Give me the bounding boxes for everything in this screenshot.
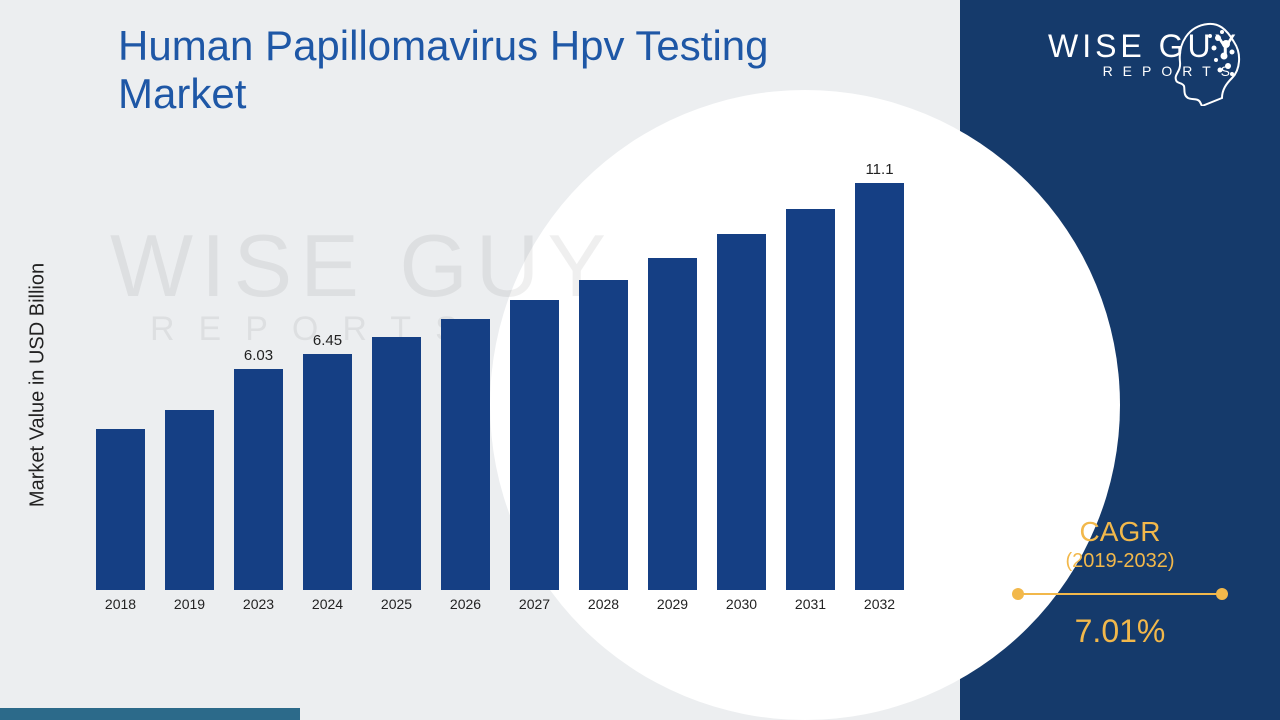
bar-2031: 2031 xyxy=(786,150,835,590)
x-tick-label: 2032 xyxy=(864,596,895,612)
bar xyxy=(165,410,214,590)
bar xyxy=(648,258,697,590)
x-tick-label: 2026 xyxy=(450,596,481,612)
bar-chart: Market Value in USD Billion 201820196.03… xyxy=(50,150,910,620)
cagr-block: CAGR (2019-2032) 7.01% xyxy=(1010,516,1230,650)
bar xyxy=(303,354,352,591)
x-tick-label: 2029 xyxy=(657,596,688,612)
bar xyxy=(717,234,766,590)
bar-2029: 2029 xyxy=(648,150,697,590)
bar xyxy=(441,319,490,590)
bar-2019: 2019 xyxy=(165,150,214,590)
bar xyxy=(510,300,559,590)
stage: WISE GUY REPORTS Human Papillomavirus Hp… xyxy=(0,0,1280,720)
bar xyxy=(855,183,904,590)
bar-2032: 11.12032 xyxy=(855,150,904,590)
y-axis-label: Market Value in USD Billion xyxy=(27,263,50,507)
cagr-rule xyxy=(1018,593,1222,595)
bar xyxy=(579,280,628,590)
brand-logo: WISE GUY REPORTS xyxy=(1048,28,1240,79)
x-tick-label: 2027 xyxy=(519,596,550,612)
bar-value-label: 11.1 xyxy=(865,161,893,179)
x-tick-label: 2031 xyxy=(795,596,826,612)
bar-2030: 2030 xyxy=(717,150,766,590)
x-tick-label: 2018 xyxy=(105,596,136,612)
cagr-period: (2019-2032) xyxy=(1010,550,1230,573)
cagr-value: 7.01% xyxy=(1010,613,1230,650)
x-tick-label: 2024 xyxy=(312,596,343,612)
x-tick-label: 2025 xyxy=(381,596,412,612)
bar-value-label: 6.45 xyxy=(313,332,342,350)
plot-area: 2018 2019 6.032023 6.452024 2025 2026 2027 2028… xyxy=(90,150,910,590)
chart-title: Human Papillomavirus Hpv Testing Market xyxy=(118,22,838,119)
x-tick-label: 2023 xyxy=(243,596,274,612)
bar-2027: 2027 xyxy=(510,150,559,590)
bar-2024: 6.452024 xyxy=(303,150,352,590)
bar xyxy=(234,369,283,590)
bar-2025: 2025 xyxy=(372,150,421,590)
head-icon xyxy=(1174,22,1244,106)
x-tick-label: 2028 xyxy=(588,596,619,612)
bottom-accent-bar xyxy=(0,708,300,720)
x-tick-label: 2019 xyxy=(174,596,205,612)
bar-value-label: 6.03 xyxy=(244,347,273,365)
cagr-label: CAGR xyxy=(1010,516,1230,548)
bar xyxy=(372,337,421,590)
bar-2028: 2028 xyxy=(579,150,628,590)
bar xyxy=(786,209,835,590)
bar-2023: 6.032023 xyxy=(234,150,283,590)
bar-2026: 2026 xyxy=(441,150,490,590)
bars-container: 2018 2019 6.032023 6.452024 2025 2026 2027 2028… xyxy=(90,150,910,590)
bar-2018: 2018 xyxy=(96,150,145,590)
bar xyxy=(96,429,145,590)
x-tick-label: 2030 xyxy=(726,596,757,612)
